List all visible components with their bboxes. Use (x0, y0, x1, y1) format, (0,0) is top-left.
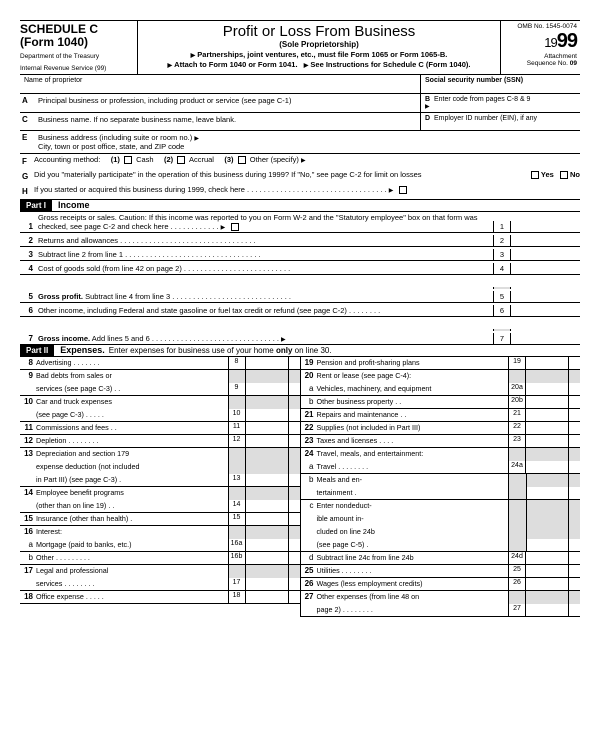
checkbox-cash[interactable] (124, 156, 132, 164)
dept-treasury: Department of the Treasury (20, 53, 133, 60)
checkbox-no[interactable] (560, 171, 568, 179)
checkbox-started[interactable] (399, 186, 407, 194)
line-5: 5Gross profit. Subtract line 4 from line… (20, 289, 580, 303)
part1-title: Income (52, 200, 90, 210)
row-e-line2[interactable]: City, town or post office, state, and ZI… (38, 142, 184, 151)
row-a-letter: A (20, 94, 34, 112)
schedule-c-form: SCHEDULE C (Form 1040) Department of the… (20, 20, 580, 617)
line-3: 3Subtract line 2 from line 1 . . . . . .… (20, 247, 580, 261)
row-e-line1[interactable]: Business address (including suite or roo… (38, 133, 192, 142)
tax-year: 99 (557, 30, 577, 52)
form-number: (Form 1040) (20, 36, 133, 49)
line-4: 4Cost of goods sold (from line 42 on pag… (20, 261, 580, 275)
row-g-text: Did you "materially participate" in the … (34, 170, 422, 179)
row-c-letter: C (20, 113, 34, 130)
checkbox-other[interactable] (238, 156, 246, 164)
row-d-text[interactable]: Employer ID number (EIN), if any (434, 115, 537, 122)
row-b-text[interactable]: Enter code from pages C-8 & 9 (434, 96, 531, 103)
checkbox-accrual[interactable] (177, 156, 185, 164)
omb-number: OMB No. 1545-0074 (504, 23, 577, 30)
seq-number: 09 (570, 60, 577, 67)
line-6-gap (20, 317, 580, 331)
checkbox-yes[interactable] (531, 171, 539, 179)
proprietor-name-label[interactable]: Name of proprietor (20, 75, 420, 93)
line-2: 2Returns and allowances . . . . . . . . … (20, 233, 580, 247)
line-7: 7Gross income. Add lines 5 and 6 . . . .… (20, 331, 580, 345)
header-line2a: Attach to Form 1040 or Form 1041. (174, 60, 297, 69)
line-1: 1 Gross receipts or sales. Caution: If t… (20, 212, 580, 233)
part1-bar: Part I (20, 200, 52, 211)
header-line1: Partnerships, joint ventures, etc., must… (197, 50, 447, 59)
ssn-label[interactable]: Social security number (SSN) (420, 75, 580, 93)
line-4-gap (20, 275, 580, 289)
form-title: Profit or Loss From Business (142, 23, 496, 40)
header-line2b: See Instructions for Schedule C (Form 10… (310, 60, 470, 69)
part2-bar: Part II (20, 345, 54, 356)
row-h-text: If you started or acquired this business… (34, 185, 245, 194)
form-header: SCHEDULE C (Form 1040) Department of the… (20, 21, 580, 75)
row-a-text[interactable]: Principal business or profession, includ… (34, 94, 420, 112)
row-e-letter: E (20, 131, 34, 153)
row-f-label: Accounting method: (34, 155, 100, 164)
line-6: 6Other income, including Federal and sta… (20, 303, 580, 317)
part2-sub: Enter expenses for business use of your … (105, 346, 332, 355)
row-c-text[interactable]: Business name. If no separate business n… (34, 113, 420, 130)
attachment-label: Attachment (504, 53, 577, 60)
form-subtitle: (Sole Proprietorship) (142, 40, 496, 49)
part2-title: Expenses. (54, 345, 105, 355)
expenses-section: 8Advertising . . . . . . .8 9Bad debts f… (20, 357, 580, 617)
irs-label: Internal Revenue Service (99) (20, 65, 133, 72)
